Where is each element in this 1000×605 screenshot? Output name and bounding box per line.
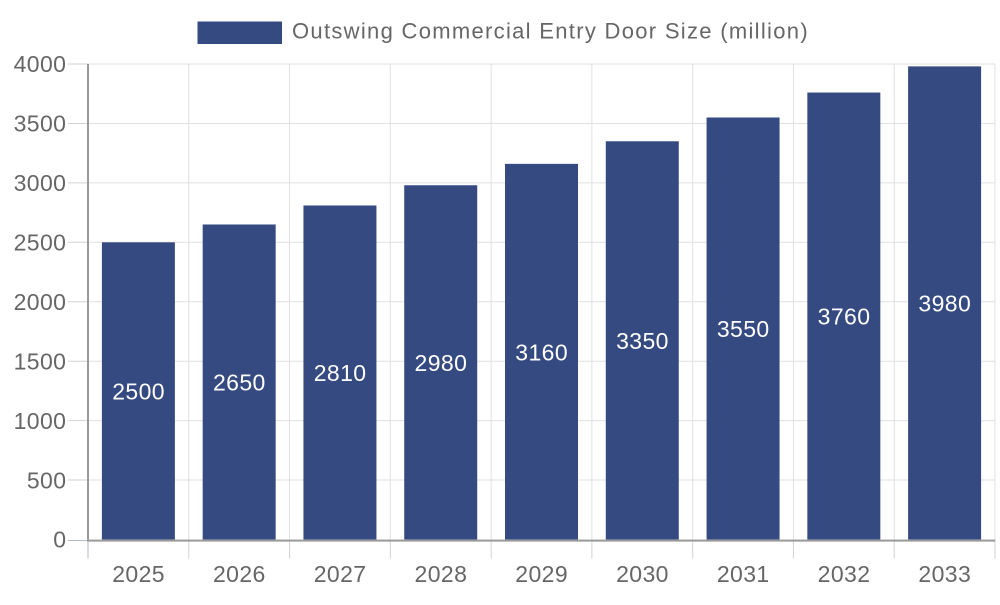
svg-text:2810: 2810 (314, 360, 367, 386)
svg-text:2033: 2033 (918, 561, 971, 587)
svg-text:2500: 2500 (14, 230, 67, 256)
svg-text:Outswing Commercial Entry Door: Outswing Commercial Entry Door Size (mil… (292, 18, 809, 43)
svg-text:1000: 1000 (14, 408, 67, 434)
svg-text:3000: 3000 (14, 170, 67, 196)
svg-text:2026: 2026 (213, 561, 266, 587)
svg-text:3550: 3550 (717, 316, 770, 342)
svg-text:3980: 3980 (918, 291, 971, 317)
svg-text:2500: 2500 (112, 379, 165, 405)
svg-text:2000: 2000 (14, 289, 67, 315)
svg-text:1500: 1500 (14, 348, 67, 374)
svg-text:2029: 2029 (515, 561, 568, 587)
svg-text:3160: 3160 (515, 339, 568, 365)
svg-text:2030: 2030 (616, 561, 669, 587)
svg-text:2025: 2025 (112, 561, 165, 587)
svg-text:3350: 3350 (616, 328, 669, 354)
svg-text:0: 0 (53, 527, 66, 553)
svg-text:500: 500 (27, 467, 67, 493)
svg-text:2980: 2980 (415, 350, 468, 376)
svg-text:3760: 3760 (818, 304, 871, 330)
svg-text:3500: 3500 (14, 111, 67, 137)
svg-text:2028: 2028 (415, 561, 468, 587)
svg-text:2031: 2031 (717, 561, 770, 587)
svg-text:2650: 2650 (213, 370, 266, 396)
svg-text:2027: 2027 (314, 561, 367, 587)
svg-text:2032: 2032 (818, 561, 871, 587)
svg-text:4000: 4000 (14, 51, 67, 77)
